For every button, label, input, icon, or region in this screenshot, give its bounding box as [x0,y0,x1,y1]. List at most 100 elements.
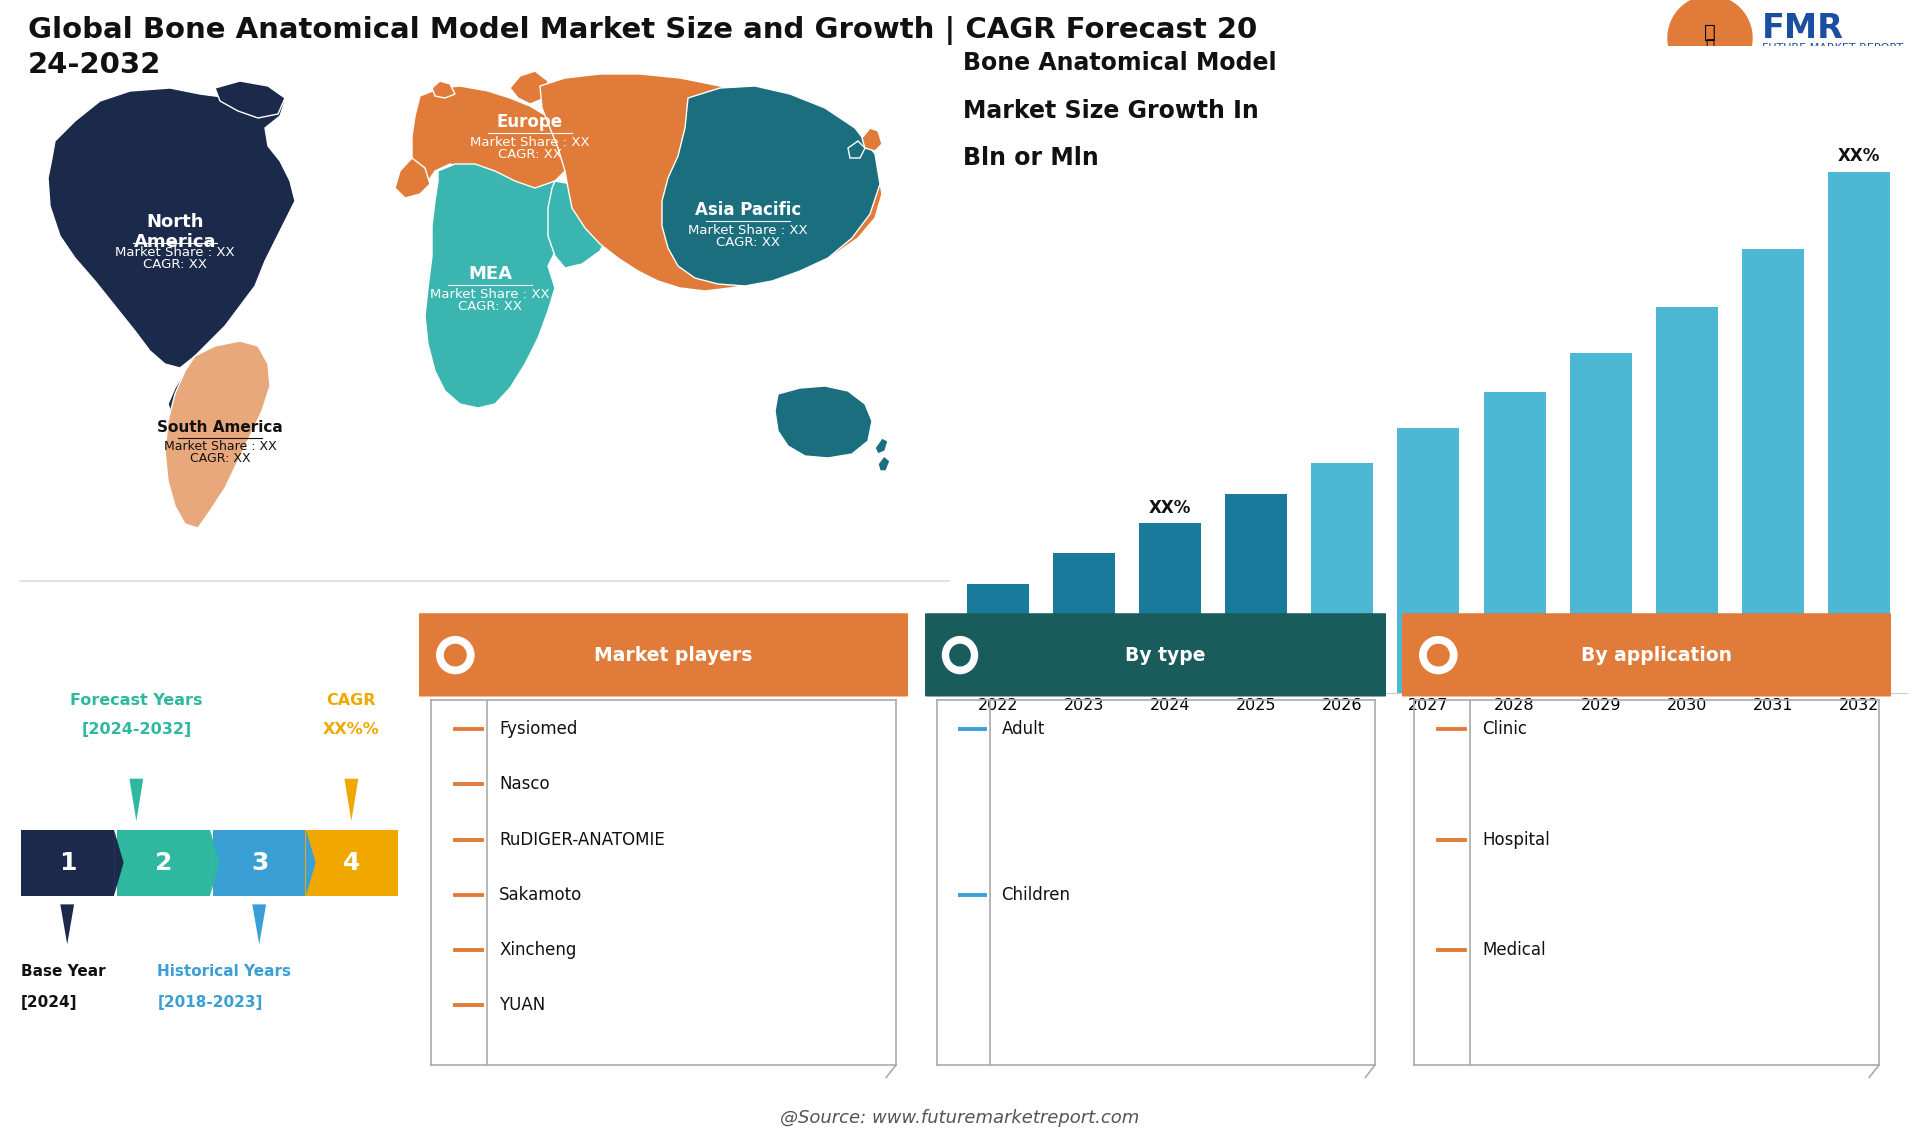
Circle shape [445,644,467,666]
Text: Asia Pacific: Asia Pacific [695,201,801,219]
Bar [1398,427,1459,693]
Polygon shape [511,71,547,104]
Text: @Source: www.futuremarketreport.com: @Source: www.futuremarketreport.com [780,1109,1140,1127]
Text: Base Year: Base Year [21,964,106,979]
Text: Hospital: Hospital [1482,831,1549,848]
FancyBboxPatch shape [920,613,1392,697]
Text: Clinic: Clinic [1482,720,1528,738]
Text: 🦴: 🦴 [1705,39,1715,54]
Text: North
America: North America [134,213,217,251]
Text: Sakamoto: Sakamoto [499,886,582,904]
Text: Market Share : XX: Market Share : XX [430,288,549,300]
Polygon shape [209,830,219,896]
Text: Forecast Years: Forecast Years [69,693,204,708]
FancyBboxPatch shape [1396,613,1897,697]
Text: Xincheng: Xincheng [499,941,576,959]
Circle shape [950,644,970,666]
Polygon shape [547,181,611,268]
Text: Bln or Mln: Bln or Mln [964,146,1098,170]
Text: Global Bone Anatomical Model Market Size and Growth | CAGR Forecast 20: Global Bone Anatomical Model Market Size… [29,16,1258,45]
Text: Bone Anatomical Model: Bone Anatomical Model [964,52,1277,76]
FancyBboxPatch shape [213,830,305,896]
Bar [1225,494,1286,693]
Circle shape [1428,644,1450,666]
Polygon shape [165,342,271,528]
FancyBboxPatch shape [117,830,209,896]
Polygon shape [862,128,881,151]
Text: Market Share : XX: Market Share : XX [115,245,234,259]
Text: FMR: FMR [1763,11,1843,45]
Polygon shape [424,164,572,408]
Text: XX%: XX% [1837,148,1880,165]
Text: [2024-2032]: [2024-2032] [81,722,192,737]
FancyBboxPatch shape [305,830,397,896]
Text: XX%: XX% [1148,499,1190,517]
Polygon shape [540,74,881,291]
Polygon shape [877,456,891,471]
Text: By type: By type [1125,645,1206,665]
Bar [1655,307,1718,693]
Bar [968,583,1029,693]
Text: 👤: 👤 [1705,23,1716,41]
Circle shape [436,636,474,674]
Polygon shape [252,904,267,944]
Text: Fysiomed: Fysiomed [499,720,578,738]
Circle shape [943,636,977,674]
Text: 24-2032: 24-2032 [29,52,161,79]
Polygon shape [113,830,123,896]
Bar [1052,552,1116,693]
Text: CAGR: XX: CAGR: XX [716,235,780,249]
Text: Market Share : XX: Market Share : XX [163,440,276,454]
Circle shape [1668,0,1751,80]
Text: [2024]: [2024] [21,996,77,1011]
Polygon shape [215,81,284,118]
Polygon shape [432,81,455,99]
Text: CAGR: XX: CAGR: XX [459,299,522,313]
Polygon shape [344,779,359,821]
Bar [1828,172,1889,693]
Bar [1484,392,1546,693]
Text: CAGR: CAGR [326,693,376,708]
Text: MEA: MEA [468,265,513,283]
Text: South America: South America [157,419,282,434]
Polygon shape [48,88,296,368]
Text: Adult: Adult [1002,720,1044,738]
Text: CAGR: XX: CAGR: XX [190,453,250,465]
Bar [1139,524,1202,693]
Text: Children: Children [1002,886,1071,904]
Text: By application: By application [1580,645,1732,665]
Polygon shape [60,904,75,944]
Text: YUAN: YUAN [499,996,545,1014]
Text: RuDIGER-ANATOMIE: RuDIGER-ANATOMIE [499,831,664,848]
Polygon shape [129,779,144,821]
Polygon shape [849,141,866,158]
Polygon shape [876,438,887,454]
Text: Historical Years: Historical Years [157,964,292,979]
Text: CAGR: XX: CAGR: XX [142,258,207,270]
Polygon shape [662,86,879,286]
Bar [1741,249,1805,693]
Bar [1571,353,1632,693]
Text: XX%%: XX%% [323,722,380,737]
Text: Medical: Medical [1482,941,1546,959]
FancyBboxPatch shape [21,830,113,896]
Polygon shape [413,86,572,188]
Polygon shape [305,830,315,896]
Text: Market players: Market players [593,645,753,665]
Polygon shape [396,158,430,198]
Text: CAGR: XX: CAGR: XX [497,148,563,160]
Circle shape [1419,636,1457,674]
Text: Market Share : XX: Market Share : XX [687,223,808,236]
Text: 2: 2 [156,850,173,874]
Text: Market Size Growth In: Market Size Growth In [964,99,1260,123]
Text: Market Share : XX: Market Share : XX [470,135,589,149]
FancyBboxPatch shape [413,613,914,697]
Text: [2018-2023]: [2018-2023] [157,996,263,1011]
Text: Europe: Europe [497,113,563,131]
Polygon shape [776,386,872,458]
Polygon shape [169,356,200,416]
Bar [1311,463,1373,693]
Text: 4: 4 [344,850,361,874]
Text: 3: 3 [252,850,269,874]
Text: 1: 1 [60,850,77,874]
